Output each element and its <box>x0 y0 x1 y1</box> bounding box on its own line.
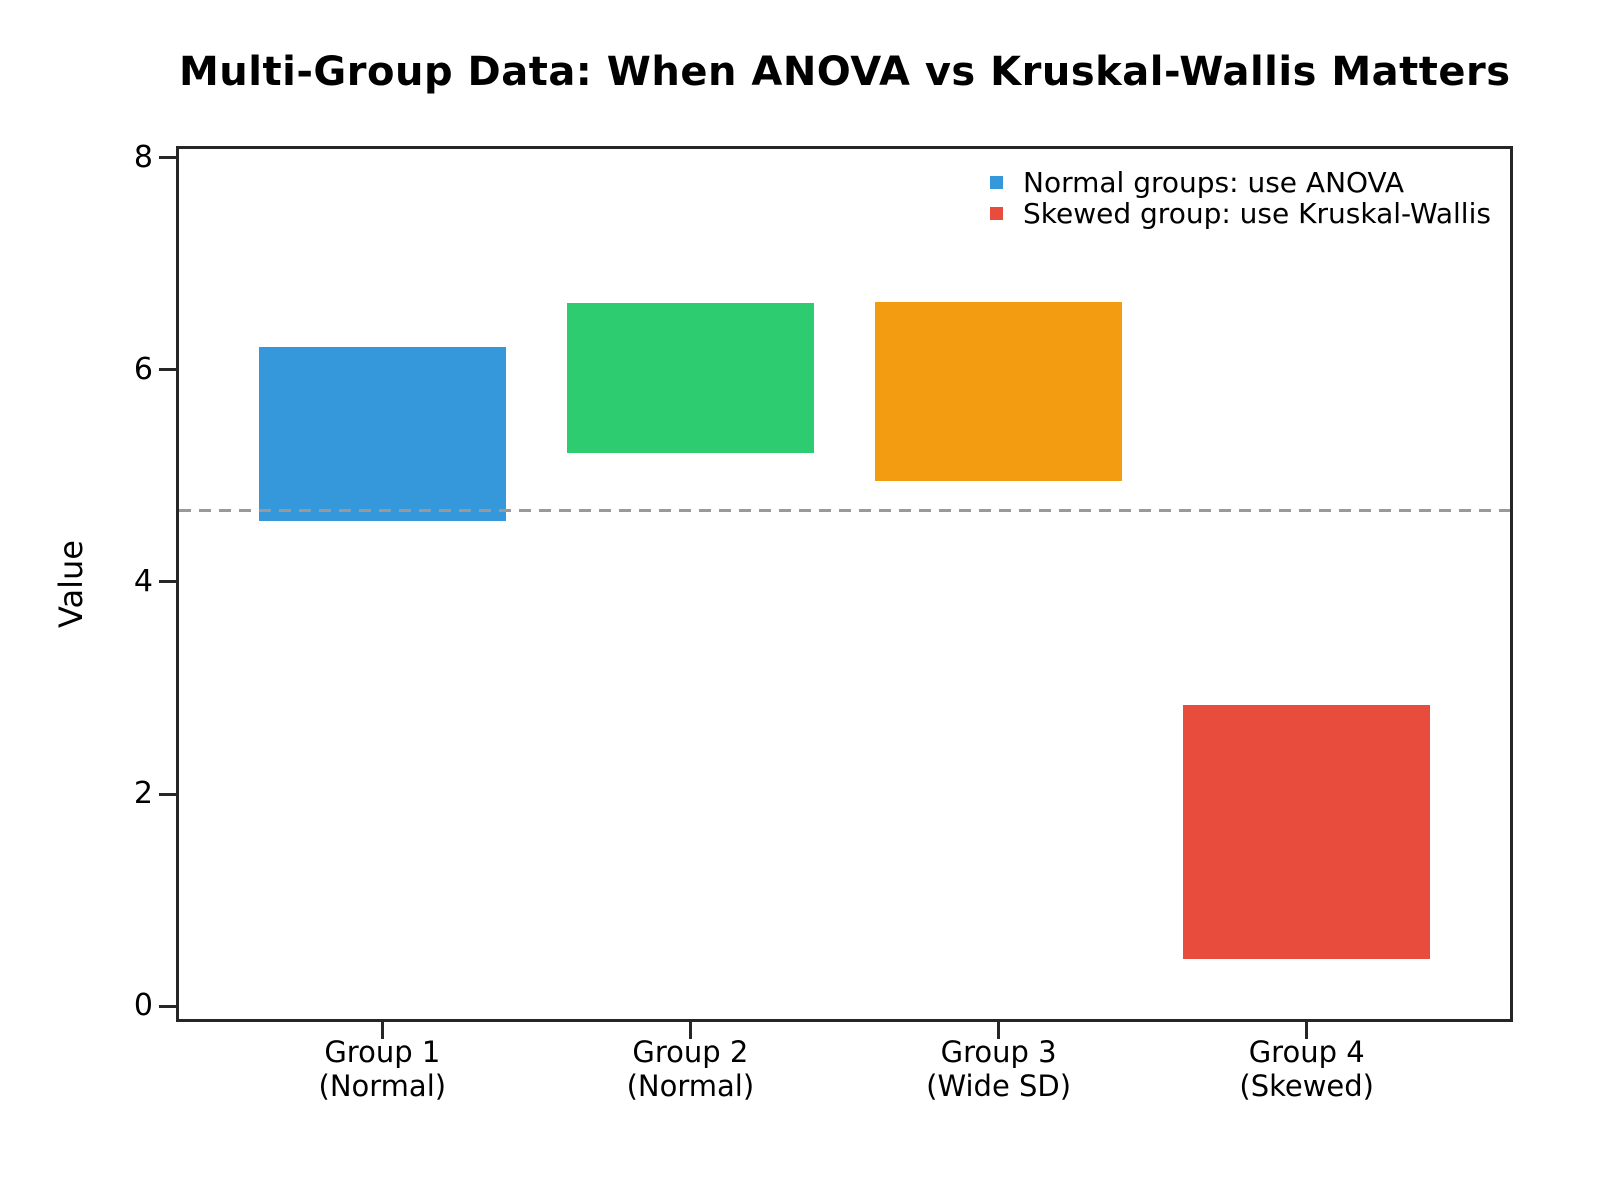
legend-label: Normal groups: use ANOVA <box>1023 166 1405 199</box>
y-tick-mark <box>159 580 176 584</box>
y-tick-label: 8 <box>133 139 153 175</box>
legend: Normal groups: use ANOVA Skewed group: u… <box>990 166 1491 230</box>
x-tick-mark <box>1305 1022 1309 1039</box>
reference-dashed-line <box>179 509 1510 513</box>
y-tick-mark <box>159 1004 176 1008</box>
x-tick-mark <box>997 1022 1001 1039</box>
x-tick-label-group-4: Group 4 (Skewed) <box>1239 1035 1374 1103</box>
y-tick-label: 0 <box>133 988 153 1024</box>
x-tick-label-group-1: Group 1 (Normal) <box>318 1035 447 1103</box>
x-tick-label-group-2: Group 2 (Normal) <box>626 1035 755 1103</box>
x-tick-label-group-3: Group 3 (Wide SD) <box>926 1035 1072 1103</box>
plot-area: 0 2 4 6 8 Group 1 (Normal) Group 2 (Normal) Group… <box>134 140 1513 1103</box>
legend-item-kruskal: Skewed group: use Kruskal-Wallis <box>990 197 1491 230</box>
y-tick-mark <box>159 368 176 372</box>
bar-group-4 <box>1183 705 1430 959</box>
x-tick-mark <box>688 1022 692 1039</box>
legend-label: Skewed group: use Kruskal-Wallis <box>1023 197 1491 230</box>
bar-group-2 <box>567 302 814 454</box>
legend-item-anova: Normal groups: use ANOVA <box>990 166 1491 199</box>
chart-title: Multi-Group Data: When ANOVA vs Kruskal-… <box>179 49 1511 95</box>
legend-swatch-blue-icon <box>990 176 1003 189</box>
y-tick-mark <box>159 792 176 796</box>
y-tick-label: 6 <box>133 351 153 387</box>
y-tick-label: 4 <box>133 563 153 599</box>
y-tick-label: 2 <box>133 776 153 812</box>
x-tick-mark <box>380 1022 384 1039</box>
legend-swatch-red-icon <box>990 207 1003 220</box>
bar-group-3 <box>875 301 1122 482</box>
y-tick-mark <box>159 156 176 159</box>
bar-group-1 <box>259 347 506 522</box>
